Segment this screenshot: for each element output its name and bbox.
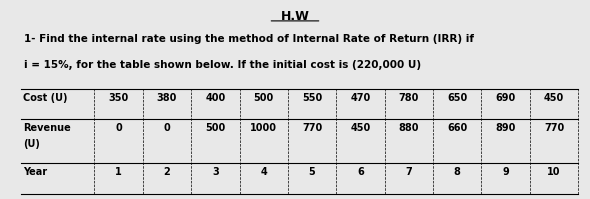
Text: 1: 1 bbox=[115, 167, 122, 177]
Text: 890: 890 bbox=[496, 123, 516, 133]
Text: 550: 550 bbox=[302, 93, 322, 102]
Text: 4: 4 bbox=[260, 167, 267, 177]
Text: Cost (U): Cost (U) bbox=[23, 93, 67, 102]
Text: 880: 880 bbox=[399, 123, 419, 133]
Text: 380: 380 bbox=[157, 93, 177, 102]
Text: Revenue: Revenue bbox=[23, 123, 71, 133]
Text: 1000: 1000 bbox=[250, 123, 277, 133]
Text: 7: 7 bbox=[405, 167, 412, 177]
Text: 780: 780 bbox=[399, 93, 419, 102]
Text: 500: 500 bbox=[254, 93, 274, 102]
Text: (U): (U) bbox=[23, 139, 40, 149]
Text: 6: 6 bbox=[357, 167, 364, 177]
Text: 9: 9 bbox=[502, 167, 509, 177]
Text: 5: 5 bbox=[309, 167, 316, 177]
Text: 450: 450 bbox=[544, 93, 564, 102]
Text: 400: 400 bbox=[205, 93, 225, 102]
Text: 1- Find the internal rate using the method of Internal Rate of Return (IRR) if: 1- Find the internal rate using the meth… bbox=[24, 34, 474, 44]
Text: H.W: H.W bbox=[281, 10, 309, 23]
Text: 450: 450 bbox=[350, 123, 371, 133]
Text: i = 15%, for the table shown below. If the initial cost is (220,000 U): i = 15%, for the table shown below. If t… bbox=[24, 60, 421, 70]
Text: 350: 350 bbox=[109, 93, 129, 102]
Text: 690: 690 bbox=[496, 93, 516, 102]
Text: 0: 0 bbox=[163, 123, 171, 133]
Text: 2: 2 bbox=[163, 167, 171, 177]
Text: Year: Year bbox=[23, 167, 47, 177]
Text: 470: 470 bbox=[350, 93, 371, 102]
Text: 0: 0 bbox=[115, 123, 122, 133]
Text: 3: 3 bbox=[212, 167, 219, 177]
Text: 660: 660 bbox=[447, 123, 467, 133]
Text: 10: 10 bbox=[548, 167, 560, 177]
Text: 650: 650 bbox=[447, 93, 467, 102]
Text: 770: 770 bbox=[544, 123, 564, 133]
Text: 8: 8 bbox=[454, 167, 461, 177]
Text: 770: 770 bbox=[302, 123, 322, 133]
Text: 500: 500 bbox=[205, 123, 225, 133]
